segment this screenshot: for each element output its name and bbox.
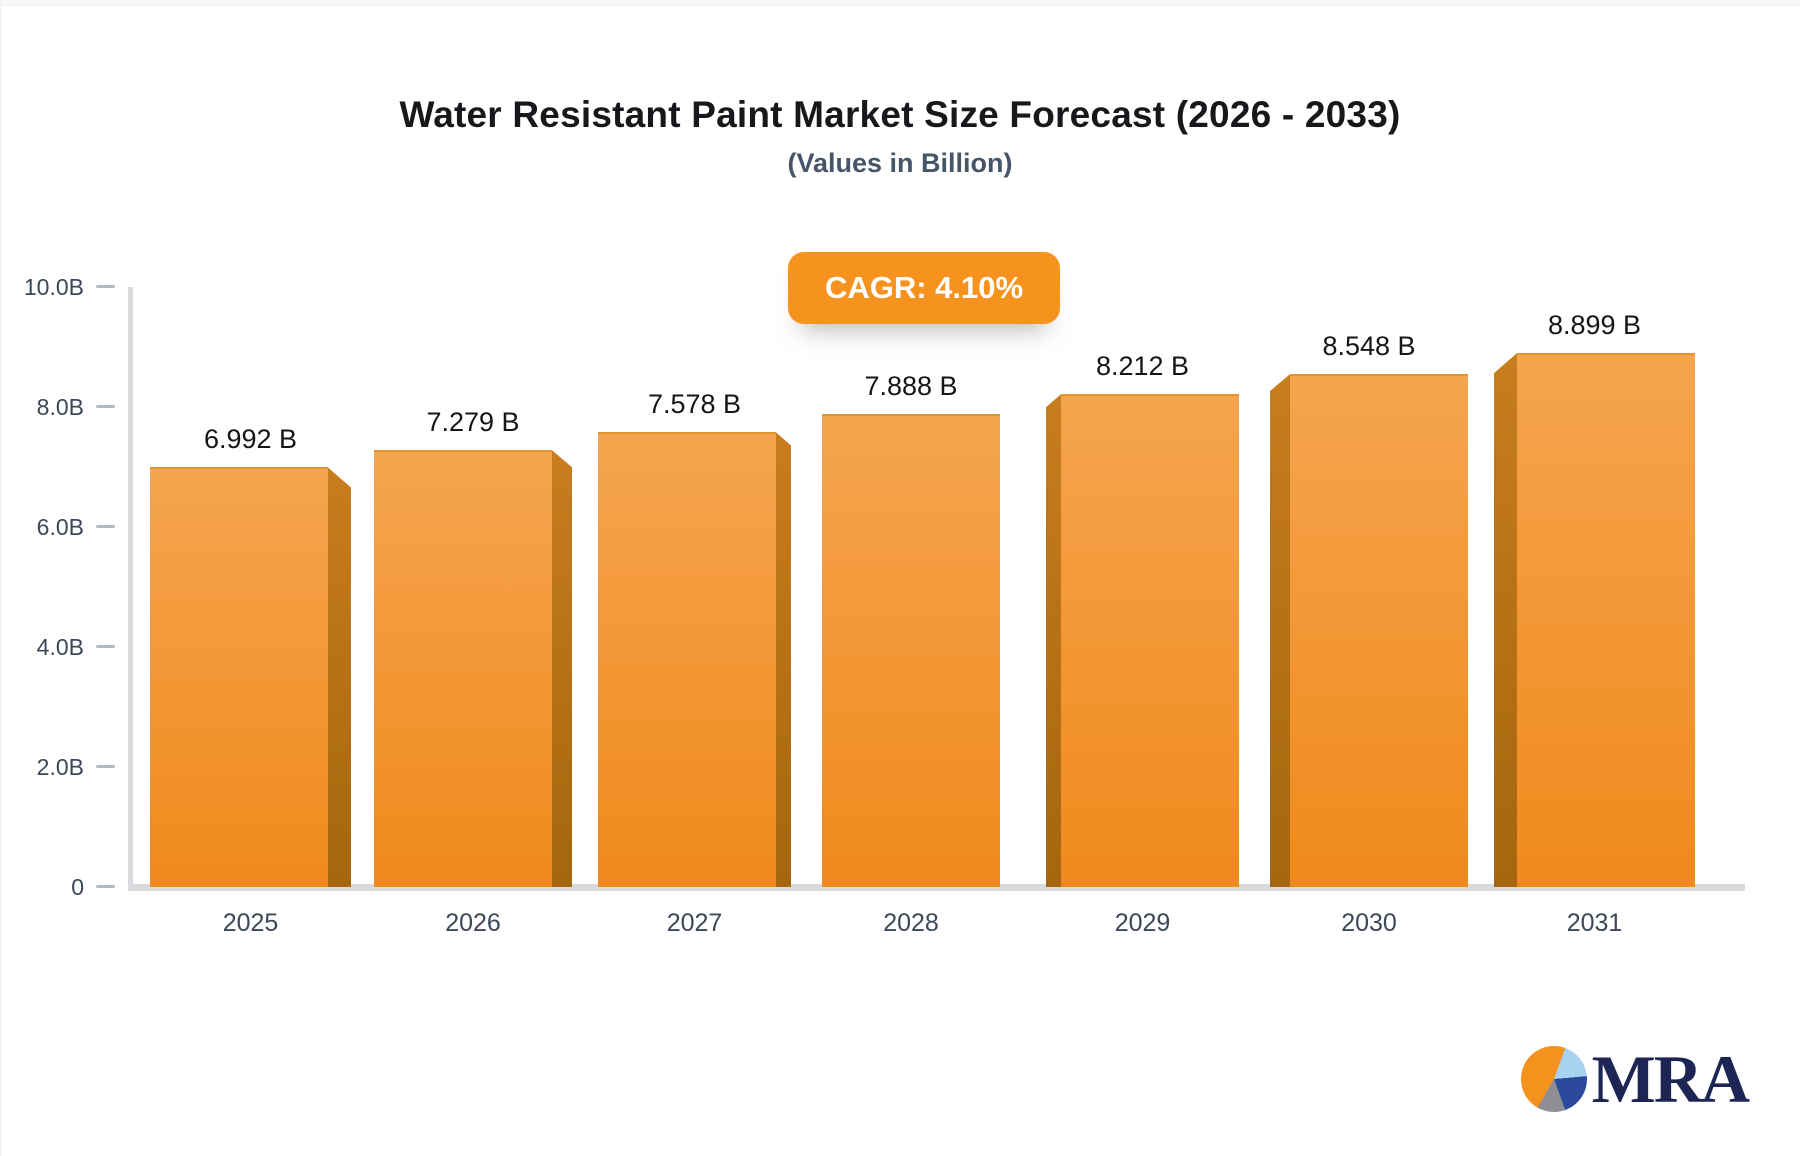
window-top-edge [0,0,1800,6]
bar-value-label: 8.548 B [1322,331,1416,362]
bar-value-label: 7.279 B [426,407,520,438]
x-axis-label-2030: 2030 [1341,909,1397,937]
bar-2025 [150,467,328,887]
y-tick-dash [96,285,115,288]
bar-value-label: 7.888 B [864,370,958,401]
bar-value-label: 7.578 B [647,389,742,420]
bar-side-face [328,467,351,887]
bar-side-face [1494,353,1517,887]
x-axis-label-2031: 2031 [1566,909,1623,937]
bar-side-face [1046,394,1061,887]
y-axis-line [128,287,133,887]
cagr-badge: CAGR: 4.10% [788,252,1060,324]
bar-value-label: 8.212 B [1095,351,1190,382]
bar-2030 [1290,374,1468,887]
bar-group-2030: 8.548 B 2030 [1270,287,1468,937]
mra-logo: MRA [1520,1041,1750,1117]
x-axis-label-2028: 2028 [883,909,939,937]
bar-group-2025: 6.992 B 2025 [150,287,351,937]
bar-2026 [374,450,552,887]
y-tick-dash [96,405,115,408]
y-tick-dash [96,525,115,528]
bar-group-2027: 7.578 B 2027 [598,287,791,937]
bar-group-2029: 8.212 B 2029 [1046,287,1239,937]
bar-value-label: 8.899 B [1547,310,1642,341]
bar-value-label: 6.992 B [203,424,298,455]
y-axis-tick-label: 0 [71,874,84,900]
bar-group-2031: 8.899 B 2031 [1494,287,1695,937]
y-axis-tick-label: 2.0B [36,754,84,780]
y-tick-dash [96,645,115,648]
x-axis-baseline [128,884,1745,891]
y-axis-tick-label: 10.0B [23,274,84,300]
bar-side-face [776,432,791,887]
bar-2028 [822,413,1000,887]
bar-2027 [598,432,776,887]
window-left-edge [0,0,2,1156]
bar-group-2026: 7.279 B 2026 [374,287,572,937]
y-tick-dash [96,885,115,888]
y-tick-dash [96,765,115,768]
y-axis-tick-label: 8.0B [36,394,84,420]
x-axis-label-2026: 2026 [445,909,501,937]
bar-2029 [1061,394,1239,887]
pie-chart-icon [1520,1046,1587,1112]
bar-side-face [552,450,572,887]
x-axis-label-2027: 2027 [666,909,723,937]
x-axis-label-2025: 2025 [222,909,279,937]
chart-subtitle: (Values in Billion) [787,148,1013,178]
bar-group-2028: 7.888 B 2028 [822,287,1000,937]
x-axis-label-2029: 2029 [1114,909,1171,937]
mra-logo-text: MRA [1591,1041,1750,1117]
y-axis-tick-label: 4.0B [36,634,84,660]
bar-side-face [1270,374,1290,887]
y-axis-tick-label: 6.0B [36,514,84,540]
bar-2031 [1517,353,1695,887]
chart-title: Water Resistant Paint Market Size Foreca… [399,94,1401,135]
